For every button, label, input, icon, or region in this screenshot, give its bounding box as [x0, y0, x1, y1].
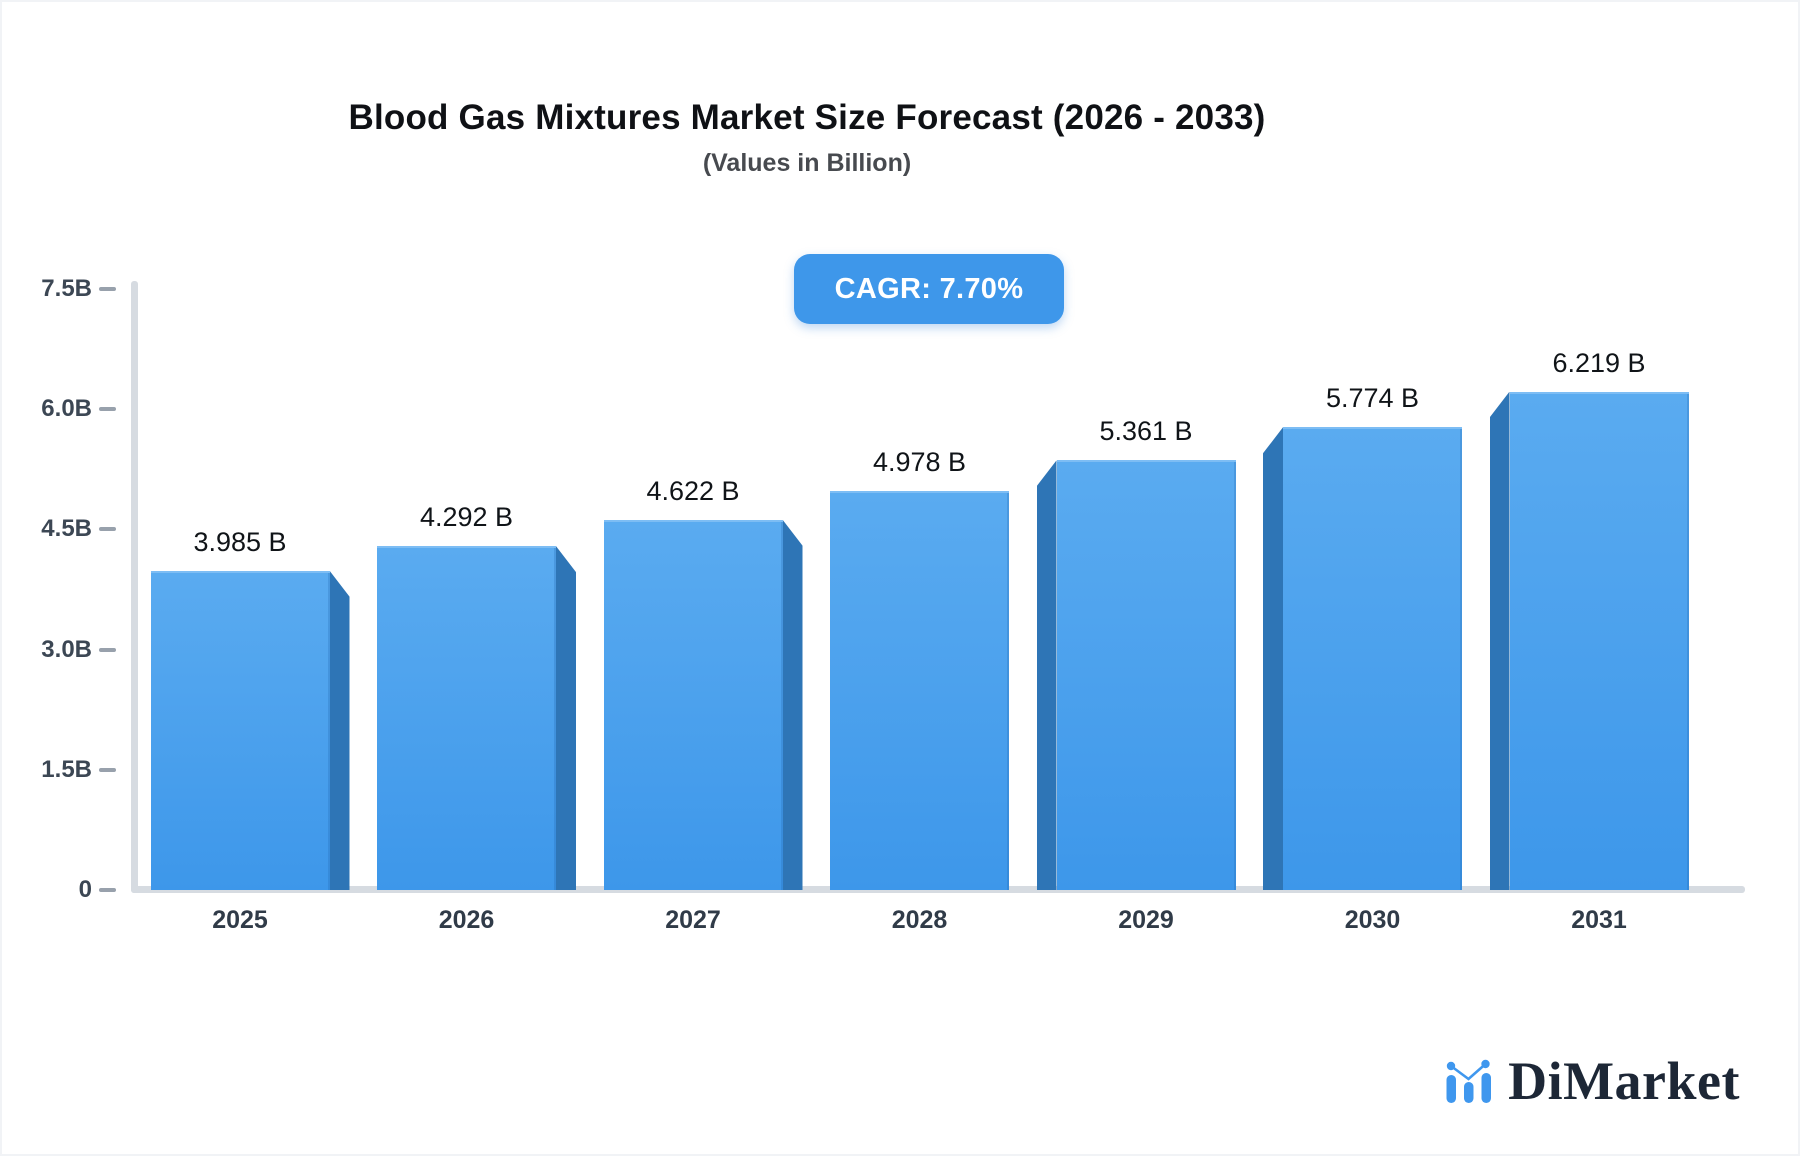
bar-value-label-2030: 5.774 B [1325, 383, 1420, 414]
y-axis-tick-mark [99, 527, 116, 532]
x-axis-label-2025: 2025 [212, 906, 268, 934]
bar-2028 [830, 491, 1009, 890]
bar-3d-side-2027 [782, 519, 803, 890]
bar-2031 [1509, 391, 1689, 890]
x-axis-label-2026: 2026 [438, 906, 495, 934]
x-axis-label-2028: 2028 [891, 906, 948, 934]
bar-3d-side-2026 [556, 546, 576, 890]
cagr-badge-label: CAGR: 7.70% [834, 272, 1024, 305]
y-axis-tick-label: 0 [78, 876, 92, 903]
bar-value-label-2026: 4.292 B [419, 502, 514, 533]
bar-line-chart-logo-icon [1446, 1059, 1492, 1103]
cagr-badge: CAGR: 7.70% [794, 254, 1064, 324]
y-axis-tick-mark [99, 407, 116, 412]
bar-2025 [150, 570, 330, 890]
bar-value-label-2027: 4.622 B [646, 475, 740, 506]
bar-value-label-2028: 4.978 B [872, 447, 967, 478]
y-axis-tick-label: 7.5B [41, 275, 92, 302]
y-axis-line [131, 281, 138, 893]
bar-3d-side-2030 [1263, 427, 1283, 890]
bar-2027 [603, 519, 783, 890]
dimarket-logo: DiMarket [1446, 1054, 1740, 1108]
y-axis-tick-label: 1.5B [41, 755, 92, 783]
y-axis-tick-mark [99, 287, 116, 291]
bar-value-label-2029: 5.361 B [1099, 416, 1193, 447]
y-axis-tick-label: 4.5B [41, 515, 92, 543]
bar-value-label-2025: 3.985 B [193, 526, 287, 557]
bar-2030 [1283, 427, 1462, 890]
y-axis-tick-mark [99, 647, 116, 652]
bar-3d-side-2029 [1036, 460, 1057, 890]
y-axis-tick-mark [99, 888, 116, 892]
x-axis-label-2027: 2027 [665, 906, 721, 934]
bar-3d-side-2025 [329, 570, 350, 890]
bar-value-label-2031: 6.219 B [1552, 347, 1646, 378]
y-axis-tick-label: 6.0B [41, 395, 92, 423]
dimarket-logo-text: DiMarket [1508, 1051, 1740, 1111]
y-axis-tick-label: 3.0B [41, 635, 92, 663]
bar-2026 [377, 546, 556, 890]
chart-subtitle: (Values in Billion) [702, 149, 912, 177]
bar-2029 [1056, 460, 1236, 890]
x-axis-label-2031: 2031 [1571, 906, 1627, 934]
y-axis-tick-mark [99, 767, 116, 772]
bar-3d-side-2031 [1489, 391, 1510, 890]
x-axis-label-2030: 2030 [1344, 906, 1401, 934]
x-axis-label-2029: 2029 [1118, 906, 1174, 934]
chart-title: Blood Gas Mixtures Market Size Forecast … [348, 98, 1266, 137]
